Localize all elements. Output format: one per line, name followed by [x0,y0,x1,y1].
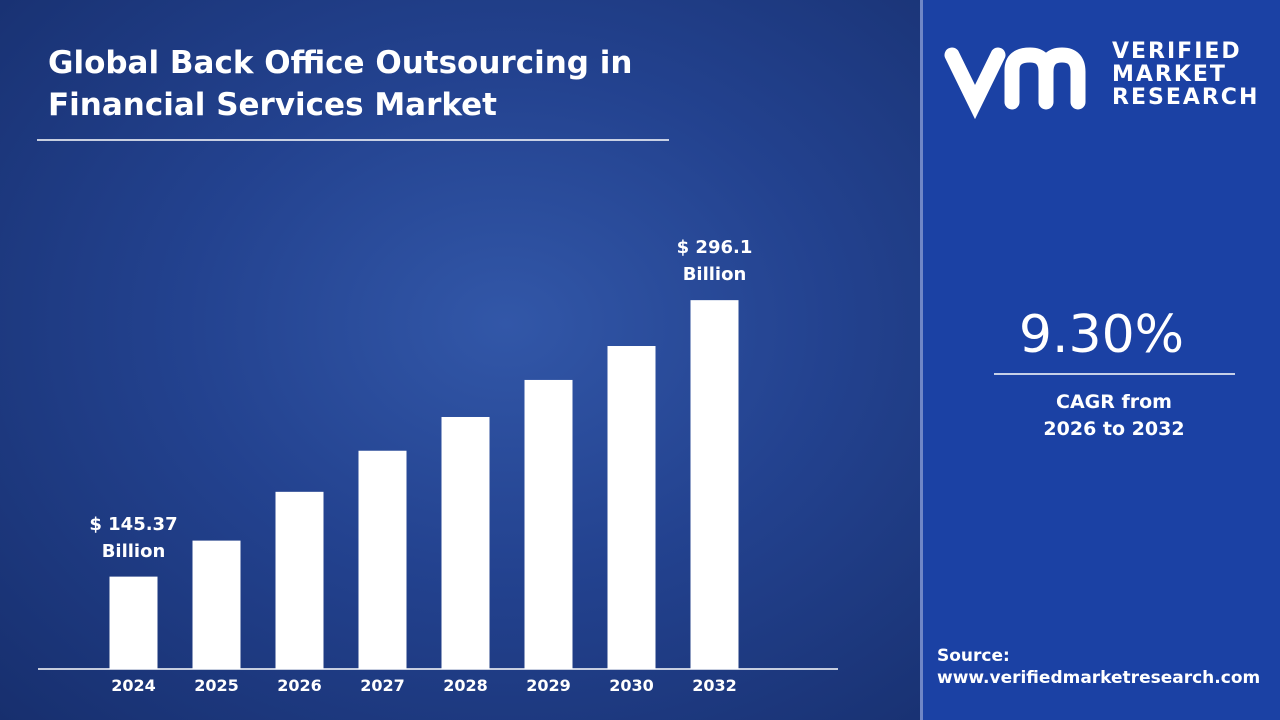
bar [358,450,407,669]
bar [607,346,656,669]
cagr-value: 9.30% [1018,305,1185,365]
bar [192,540,241,669]
cagr-line: 2026 to 2032 [1043,418,1185,440]
bar [690,300,739,669]
bar [441,416,490,669]
x-tick-label: 2032 [692,676,737,695]
logo-line: MARKET [1112,62,1227,87]
x-tick-label: 2028 [443,676,488,695]
value-label: $ 296.1 Billion [676,237,753,286]
bar [524,379,573,669]
bar [109,576,158,669]
x-tick-label: 2029 [526,676,571,695]
cagr-line: CAGR from [1056,391,1172,413]
bar [275,491,324,669]
logo-mark [944,47,1086,120]
logo-line: RESEARCH [1112,85,1260,110]
x-tick-label: 2027 [360,676,405,695]
cagr-label: CAGR from 2026 to 2032 [923,389,1280,443]
source-label: Source: [937,646,1010,666]
logo-line: VERIFIED [1112,39,1242,64]
x-tick-label: 2025 [194,676,239,695]
x-tick-label: 2030 [609,676,654,695]
chart-title: Global Back Office Outsourcing in Financ… [48,45,633,123]
source-url: www.verifiedmarketresearch.com [937,668,1261,688]
x-tick-label: 2024 [111,676,156,695]
divider [920,0,923,720]
logo-text: VERIFIED MARKET RESEARCH [1112,40,1259,109]
value-label: $ 145.37 Billion [89,513,178,562]
sidebar [923,0,1280,720]
x-tick-label: 2026 [277,676,322,695]
